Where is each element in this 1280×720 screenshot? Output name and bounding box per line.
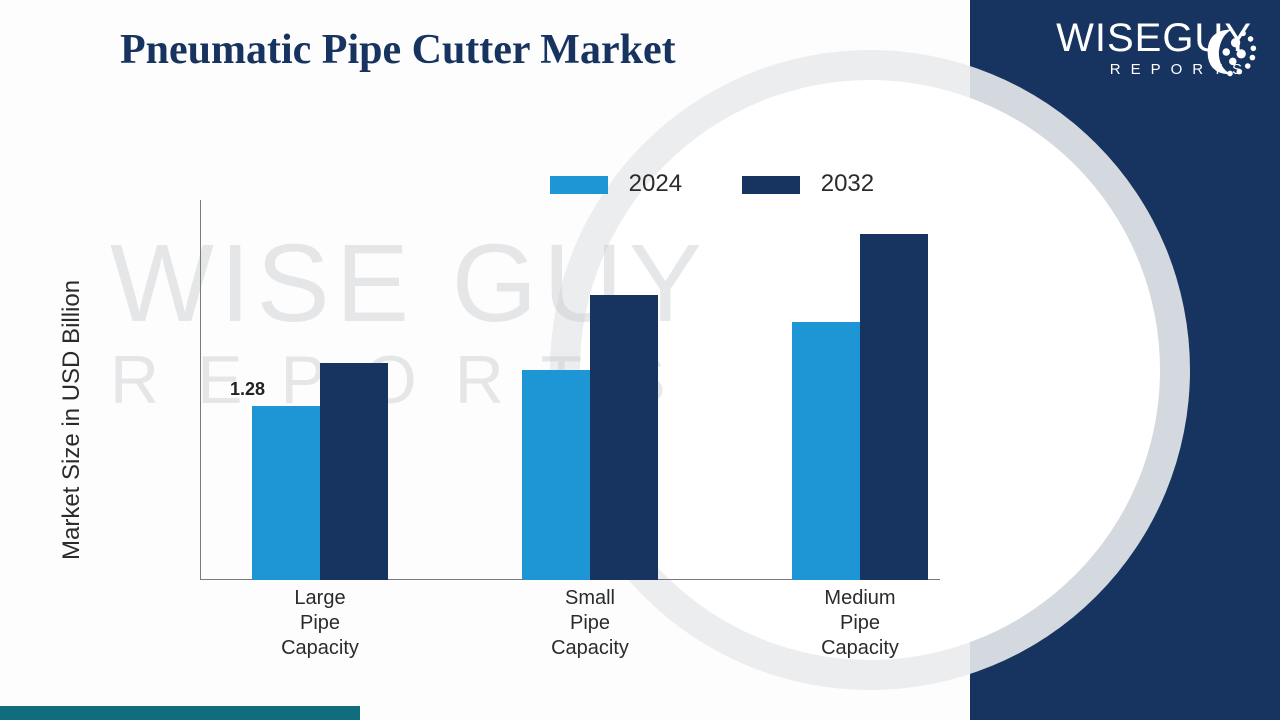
x-label-1: SmallPipeCapacity	[490, 586, 690, 661]
legend-label-0: 2024	[629, 170, 682, 197]
bar-2024-2	[792, 322, 860, 580]
bar-2032-0	[320, 363, 388, 580]
bar-group-0: 1.28	[220, 363, 420, 580]
chart-area: 2024 2032 1.28 LargePipeCapacitySmallPip…	[120, 170, 940, 610]
bar-group-1	[490, 295, 690, 580]
legend-swatch-0	[550, 176, 608, 194]
value-label: 1.28	[230, 379, 265, 400]
y-axis-label: Market Size in USD Billion	[58, 280, 86, 560]
bar-2024-0	[252, 406, 320, 580]
x-label-0: LargePipeCapacity	[220, 586, 420, 661]
accent-bottom-bar	[0, 706, 360, 720]
bar-2032-1	[590, 295, 658, 580]
brand-logo: WISEGUY REPORTS	[1056, 18, 1252, 77]
legend-item-1: 2032	[742, 170, 874, 198]
y-axis-line	[200, 200, 201, 580]
legend-label-1: 2032	[821, 170, 874, 197]
plot-area: 1.28 LargePipeCapacitySmallPipeCapacityM…	[200, 200, 940, 580]
chart-title: Pneumatic Pipe Cutter Market	[120, 26, 676, 74]
chart-canvas: WISE GUY REPORTS Pneumatic Pipe Cutter M…	[0, 0, 1280, 720]
legend: 2024 2032	[550, 170, 874, 198]
x-label-2: MediumPipeCapacity	[760, 586, 960, 661]
bar-2024-1	[522, 370, 590, 580]
legend-swatch-1	[742, 176, 800, 194]
legend-item-0: 2024	[550, 170, 682, 198]
brand-line2: REPORTS	[1056, 62, 1252, 77]
bar-group-2	[760, 234, 960, 580]
brand-line1: WISEGUY	[1056, 18, 1252, 58]
bar-2032-2	[860, 234, 928, 580]
